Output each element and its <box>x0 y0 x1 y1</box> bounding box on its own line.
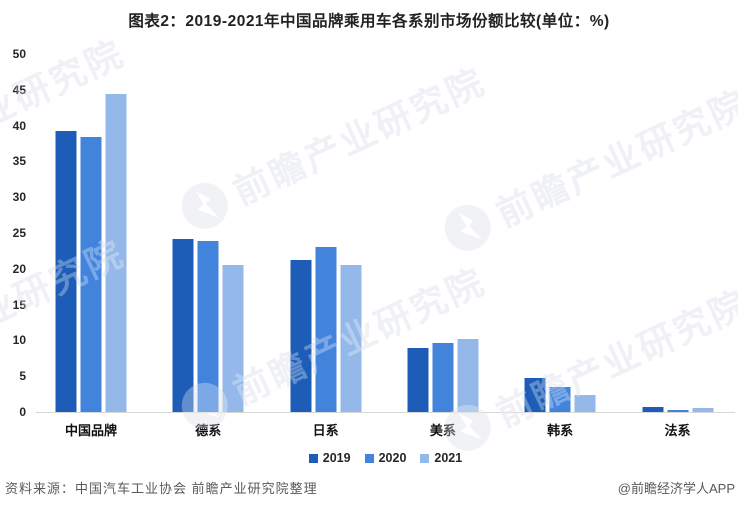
bar-group-中国品牌 <box>55 94 127 412</box>
watermark: 前瞻产业研究院 <box>436 275 738 461</box>
footer-source-text: 资料来源：中国汽车工业协会 前瞻产业研究院整理 <box>5 481 318 496</box>
bar-2019-日系 <box>290 259 312 412</box>
footer-credit-text: @前瞻经济学人APP <box>617 481 735 496</box>
watermark-text: 前瞻产业研究院 <box>227 60 492 213</box>
bar-2021-中国品牌 <box>105 94 127 412</box>
legend-item-2021: 2021 <box>420 451 462 465</box>
watermark-text: 前瞻产业研究院 <box>227 60 492 213</box>
qianzhan-logo-icon <box>444 204 491 251</box>
y-axis-tick-20: 20 <box>12 261 26 276</box>
watermark: 前瞻产业研究院 <box>173 53 493 239</box>
watermark: 前瞻产业研究院 <box>436 275 738 461</box>
y-axis-tick-15: 15 <box>12 297 26 312</box>
watermark: 前瞻产业研究院 <box>173 53 493 239</box>
x-axis-line <box>36 412 735 413</box>
bar-2019-韩系 <box>524 378 546 412</box>
watermark: 前瞻产业研究院 <box>436 75 738 261</box>
y-axis-tick-0: 0 <box>19 405 26 419</box>
bar-2021-美系 <box>457 339 479 412</box>
category-label-法系: 法系 <box>664 423 691 438</box>
legend-swatch-2019 <box>308 453 318 463</box>
watermark: 前瞻产业研究院 <box>436 75 738 261</box>
bar-2021-德系 <box>222 264 244 412</box>
y-axis-tick-30: 30 <box>12 190 26 205</box>
bar-group-美系 <box>407 339 479 412</box>
y-axis-tick-40: 40 <box>12 118 26 133</box>
y-axis-tick-45: 45 <box>12 82 26 97</box>
category-label-日系: 日系 <box>312 423 339 438</box>
legend-label-2019: 2019 <box>322 451 351 465</box>
qianzhan-logo-icon <box>181 182 228 229</box>
y-axis-tick-50: 50 <box>12 47 26 61</box>
bar-group-韩系 <box>524 378 596 412</box>
bar-2020-德系 <box>197 240 219 412</box>
bar-group-德系 <box>172 238 244 412</box>
bar-2021-法系 <box>692 407 713 412</box>
legend-label-2020: 2020 <box>378 451 407 465</box>
bar-2020-美系 <box>432 343 454 412</box>
bar-2020-韩系 <box>549 386 571 412</box>
y-axis-tick-25: 25 <box>12 226 26 240</box>
legend-swatch-2020 <box>364 453 374 463</box>
bar-2020-日系 <box>315 246 337 412</box>
bar-2019-美系 <box>407 348 429 412</box>
watermark-text: 前瞻产业研究院 <box>490 282 738 435</box>
bar-2019-中国品牌 <box>55 131 77 412</box>
bar-2021-日系 <box>340 264 362 412</box>
bar-2021-韩系 <box>574 394 596 412</box>
watermark-text: 前瞻产业研究院 <box>490 82 738 235</box>
legend-item-2019: 2019 <box>308 451 351 465</box>
qianzhan-logo-icon <box>444 204 491 251</box>
bar-2019-德系 <box>172 238 194 412</box>
y-axis-tick-35: 35 <box>12 154 26 169</box>
category-label-韩系: 韩系 <box>547 423 574 438</box>
chart-title: 图表2：2019-2021年中国品牌乘用车各系别市场份额比较(单位：%) <box>128 13 610 30</box>
watermark-text: 前瞻产业研究院 <box>490 82 738 235</box>
legend-swatch-2021 <box>420 453 430 463</box>
category-label-德系: 德系 <box>195 423 222 438</box>
legend-item-2020: 2020 <box>364 451 407 465</box>
y-axis-tick-10: 10 <box>12 333 26 348</box>
bar-group-法系 <box>642 407 713 412</box>
legend-label-2021: 2021 <box>434 451 463 465</box>
bar-2020-中国品牌 <box>80 137 102 412</box>
category-label-美系: 美系 <box>429 423 456 438</box>
bar-2020-法系 <box>667 409 688 412</box>
bar-group-日系 <box>290 246 362 412</box>
y-axis-tick-5: 5 <box>19 369 26 384</box>
bar-2019-法系 <box>642 407 663 412</box>
category-label-中国品牌: 中国品牌 <box>64 423 118 438</box>
qianzhan-logo-icon <box>181 182 228 229</box>
chart-legend: 2019 2020 2021 <box>36 451 735 465</box>
watermark-text: 前瞻产业研究院 <box>490 282 738 435</box>
